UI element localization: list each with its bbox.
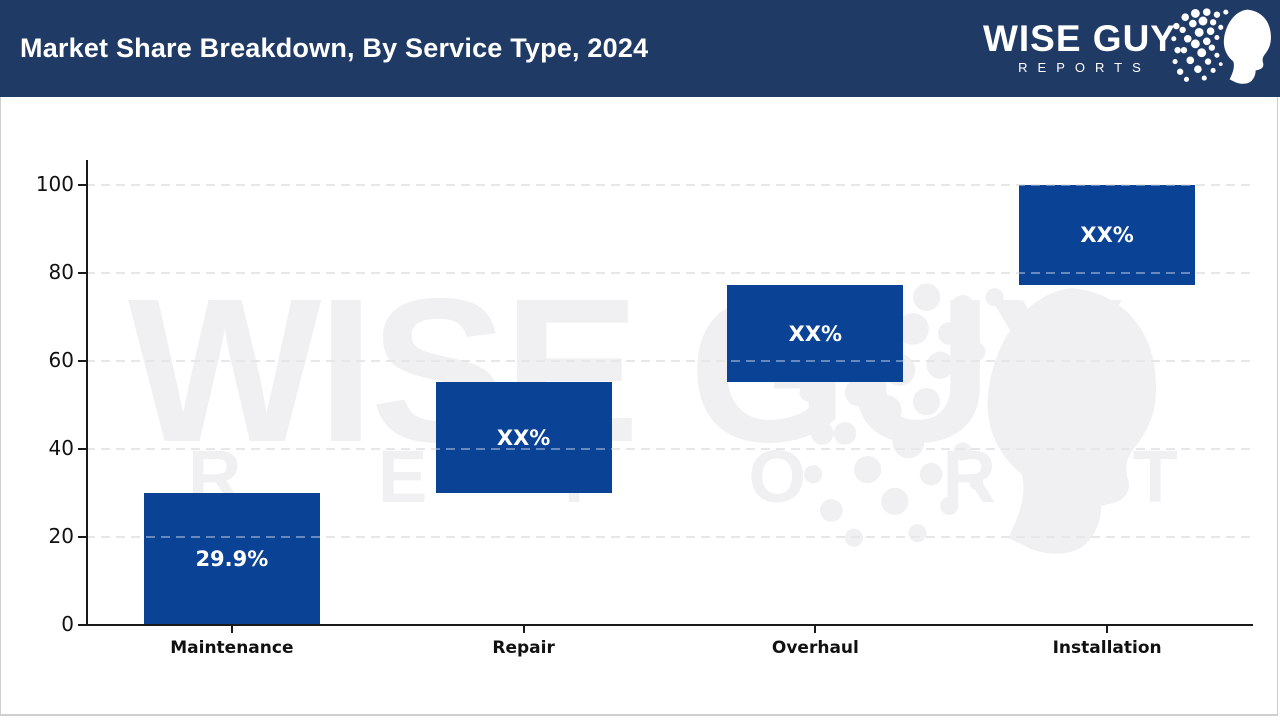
gridline-overlay	[86, 536, 1253, 538]
y-axis-tick-label: 20	[48, 524, 74, 548]
bar-value-label: XX%	[788, 321, 843, 346]
y-axis-tick	[78, 536, 86, 538]
gridline	[86, 448, 1253, 450]
x-axis-line	[86, 624, 1253, 626]
y-axis-tick-label: 60	[48, 348, 74, 372]
wiseguy-face-icon	[1171, 8, 1271, 84]
bar-maintenance	[143, 493, 320, 625]
y-axis-tick	[78, 360, 86, 362]
header-bar: Market Share Breakdown, By Service Type,…	[0, 0, 1280, 97]
y-axis-tick-label: 100	[35, 172, 74, 196]
page-title: Market Share Breakdown, By Service Type,…	[20, 33, 649, 63]
gridline	[86, 536, 1253, 538]
wiseguy-logo: WISE GUY REPORTS	[983, 6, 1274, 88]
y-axis-tick	[78, 624, 86, 626]
wiseguy-logo-text: WISE GUY REPORTS	[983, 20, 1176, 74]
x-axis-tick	[522, 626, 525, 633]
gridline	[86, 184, 1253, 186]
x-axis-category-label: Repair	[492, 638, 555, 658]
bar-value-label: XX%	[1080, 222, 1134, 247]
y-axis-tick-label: 40	[48, 436, 74, 460]
y-axis-tick-label: 0	[61, 612, 74, 636]
bar-value-label: 29.9%	[195, 547, 269, 572]
bar-installation	[1019, 185, 1196, 285]
gridline-overlay	[86, 448, 1253, 450]
gridline	[86, 272, 1253, 274]
gridline-overlay	[86, 184, 1253, 186]
gridline	[86, 360, 1253, 362]
bar-value-label: XX%	[496, 425, 551, 450]
bar-overhaul	[727, 284, 904, 383]
x-axis-tick	[814, 626, 817, 633]
bar-repair	[435, 382, 612, 494]
x-axis-category-label: Installation	[1052, 638, 1162, 658]
y-axis-tick	[78, 184, 86, 186]
x-axis-category-label: Overhaul	[771, 638, 859, 658]
wiseguy-logo-name: WISE GUY	[982, 18, 1176, 59]
x-axis-tick	[230, 626, 233, 633]
y-axis-tick	[78, 448, 86, 450]
x-axis-category-label: Maintenance	[170, 638, 294, 658]
gridline-overlay	[86, 272, 1253, 274]
y-axis-line	[86, 160, 88, 625]
wiseguy-logo-sub: REPORTS	[1018, 60, 1151, 75]
y-axis-tick	[78, 272, 86, 274]
x-axis-tick	[1106, 626, 1109, 633]
gridline-overlay	[86, 360, 1253, 362]
y-axis-tick-label: 80	[48, 260, 74, 284]
